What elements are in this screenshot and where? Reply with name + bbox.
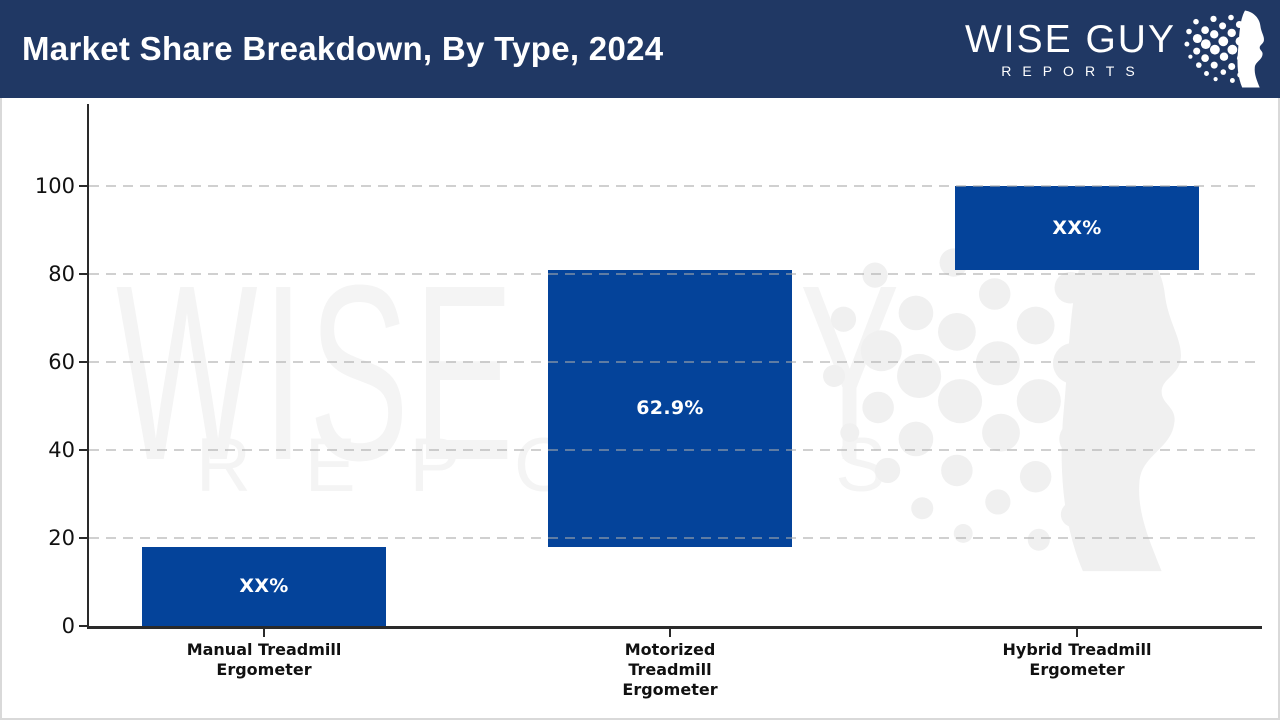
header-bar: Market Share Breakdown, By Type, 2024 WI… <box>0 0 1280 98</box>
bar-segment: XX% <box>142 546 386 626</box>
x-category-label-line: Ergometer <box>1029 660 1125 679</box>
gridline <box>89 537 1262 539</box>
x-tick-mark <box>669 629 671 637</box>
bar-segment: 62.9% <box>548 270 792 547</box>
logo-dotted-face-icon <box>1182 10 1266 88</box>
x-category-label: Manual Treadmill Ergometer <box>124 640 404 680</box>
bar-value-label: XX% <box>1052 217 1102 240</box>
y-tick-label: 20 <box>48 526 75 550</box>
bar-value-label: XX% <box>239 575 289 598</box>
y-tick-label: 80 <box>48 262 75 286</box>
gridline <box>89 449 1262 451</box>
logo-name-text: WISE GUY <box>964 18 1176 61</box>
y-tick-mark <box>79 361 87 363</box>
x-category-label-line: Motorized <box>624 640 716 659</box>
y-tick-label: 0 <box>61 614 75 638</box>
y-axis-line <box>87 104 89 628</box>
y-tick-mark <box>79 185 87 187</box>
x-category-label-line: Hybrid Treadmill <box>1002 640 1152 659</box>
x-category-label-line: Ergometer <box>216 660 312 679</box>
y-tick-label: 40 <box>48 438 75 462</box>
wise-guy-logo: WISE GUY REPORTS <box>965 10 1266 88</box>
gridline <box>89 185 1262 187</box>
x-category-label-line: Ergometer <box>622 680 718 699</box>
x-tick-mark <box>263 629 265 637</box>
logo-reports-text: REPORTS <box>1001 63 1146 79</box>
x-category-label-line: Treadmill <box>628 660 712 679</box>
y-tick-label: 100 <box>34 174 75 198</box>
gridline <box>89 273 1262 275</box>
y-tick-mark <box>79 273 87 275</box>
y-tick-mark <box>79 449 87 451</box>
x-tick-mark <box>1076 629 1078 637</box>
x-category-label-line: Manual Treadmill <box>186 640 342 659</box>
chart-title: Market Share Breakdown, By Type, 2024 <box>22 30 664 67</box>
y-tick-label: 60 <box>48 350 75 374</box>
gridline <box>89 361 1262 363</box>
bar-segment: XX% <box>955 186 1199 271</box>
y-tick-mark <box>79 625 87 627</box>
logo-text: WISE GUY REPORTS <box>965 20 1176 78</box>
bar-value-label: 62.9% <box>636 397 704 420</box>
x-axis-line <box>87 626 1262 629</box>
y-tick-mark <box>79 537 87 539</box>
x-category-label: Motorized Treadmill Ergometer <box>530 640 810 700</box>
x-category-label: Hybrid Treadmill Ergometer <box>937 640 1217 680</box>
